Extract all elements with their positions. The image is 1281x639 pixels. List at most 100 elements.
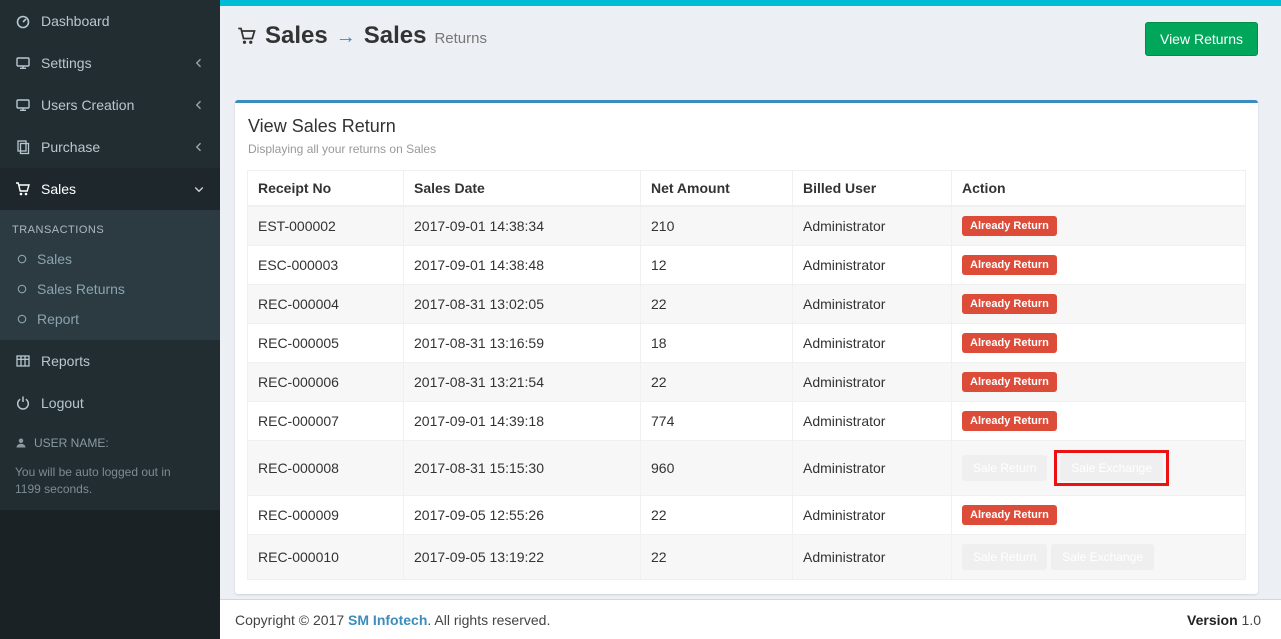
date-cell: 2017-08-31 13:02:05 [403,284,641,324]
user-name-label: USER NAME: [34,436,109,450]
panel-title: View Sales Return [248,116,396,136]
table-header-row: Receipt No Sales Date Net Amount Billed … [247,170,1246,207]
action-cell: Already Return [951,323,1246,363]
sidebar-item-purchase[interactable]: Purchase [0,126,220,168]
submenu-item-sales[interactable]: Sales [0,244,220,274]
table-icon [15,353,31,369]
breadcrumb-page: Sales [363,22,427,49]
submenu-item-sales-returns[interactable]: Sales Returns [0,274,220,304]
user-cell: Administrator [792,323,952,363]
auto-logout-notice: You will be auto logged out in 1199 seco… [15,465,171,496]
sale-return-button[interactable]: Sale Return [962,544,1048,570]
sidebar-item-label: Settings [41,55,92,71]
amount-cell: 12 [640,245,793,285]
receipt-cell: REC-000004 [247,284,404,324]
table-row: REC-000006 2017-08-31 13:21:54 22 Admini… [247,362,1246,402]
power-icon [15,395,31,411]
sidebar-item-label: Users Creation [41,97,135,113]
already-return-badge: Already Return [962,411,1057,431]
receipt-cell: REC-000006 [247,362,404,402]
chevron-left-icon [193,141,205,153]
sidebar-item-label: Dashboard [41,13,110,29]
sales-returns-table: Receipt No Sales Date Net Amount Billed … [247,170,1246,580]
main-area: Sales → Sales Returns View Returns View … [220,0,1281,639]
user-cell: Administrator [792,401,952,441]
table-row: REC-000004 2017-08-31 13:02:05 22 Admini… [247,284,1246,324]
already-return-badge: Already Return [962,372,1057,392]
sale-exchange-button[interactable]: Sale Exchange [1051,544,1154,570]
receipt-cell: EST-000002 [247,205,404,246]
date-cell: 2017-08-31 13:16:59 [403,323,641,363]
chevron-left-icon [193,57,205,69]
version-value: 1.0 [1241,611,1261,628]
user-cell: Administrator [792,440,952,496]
already-return-badge: Already Return [962,255,1057,275]
action-cell: Sale Return Sale Exchange [951,534,1246,580]
action-cell: Already Return [951,362,1246,402]
action-cell: Already Return [951,284,1246,324]
column-header-sales-date: Sales Date [403,170,641,207]
cart-icon [15,181,31,197]
receipt-cell: REC-000007 [247,401,404,441]
content-area: Sales → Sales Returns View Returns View … [220,6,1281,599]
sidebar-item-users-creation[interactable]: Users Creation [0,84,220,126]
amount-cell: 18 [640,323,793,363]
column-header-net-amount: Net Amount [640,170,793,207]
table-row: REC-000005 2017-08-31 13:16:59 18 Admini… [247,323,1246,363]
receipt-cell: ESC-000003 [247,245,404,285]
amount-cell: 22 [640,362,793,402]
amount-cell: 210 [640,205,793,246]
date-cell: 2017-09-01 14:38:48 [403,245,641,285]
breadcrumb-arrow-icon: → [335,26,356,48]
panel-body: Receipt No Sales Date Net Amount Billed … [235,162,1258,594]
user-cell: Administrator [792,284,952,324]
table-row: ESC-000003 2017-09-01 14:38:48 12 Admini… [247,245,1246,285]
table-row: EST-000002 2017-09-01 14:38:34 210 Admin… [247,205,1246,246]
submenu-item-label: Sales Returns [37,281,125,297]
date-cell: 2017-08-31 15:15:30 [403,440,641,496]
receipt-cell: REC-000009 [247,495,404,535]
submenu-item-report[interactable]: Report [0,304,220,334]
sale-return-button[interactable]: Sale Return [962,455,1048,481]
column-header-receipt-no: Receipt No [247,170,404,207]
breadcrumb-module: Sales [265,22,328,49]
page-title: Sales → Sales Returns [237,22,487,50]
date-cell: 2017-09-05 12:55:26 [403,495,641,535]
page-footer: Copyright © 2017 SM Infotech. All rights… [220,599,1281,639]
date-cell: 2017-09-01 14:39:18 [403,401,641,441]
version-label: Version [1187,611,1238,628]
top-accent-bar [220,0,1281,6]
copyright-prefix: Copyright © 2017 [235,611,349,628]
sidebar: Dashboard Settings Users Creation [0,0,220,639]
already-return-badge: Already Return [962,505,1057,525]
transactions-section-label: TRANSACTIONS [12,224,105,236]
action-cell: Already Return [951,495,1246,535]
sales-submenu: TRANSACTIONS Sales Sales Returns Report [0,210,220,340]
dashboard-icon [15,13,31,29]
copy-icon [15,139,31,155]
user-cell: Administrator [792,495,952,535]
chevron-left-icon [193,99,205,111]
column-header-action: Action [951,170,1246,207]
sidebar-item-settings[interactable]: Settings [0,42,220,84]
sidebar-item-dashboard[interactable]: Dashboard [0,0,220,42]
submenu-item-label: Sales [37,251,73,267]
circle-icon [16,253,28,265]
amount-cell: 960 [640,440,793,496]
user-cell: Administrator [792,205,952,246]
sidebar-item-reports[interactable]: Reports [0,340,220,382]
action-cell: Already Return [951,245,1246,285]
user-info-block: USER NAME: You will be auto logged out i… [0,424,220,510]
sidebar-item-sales[interactable]: Sales [0,168,220,210]
submenu-item-label: Report [37,311,80,327]
view-returns-button[interactable]: View Returns [1144,22,1258,56]
sales-return-panel: View Sales Return Displaying all your re… [235,100,1258,594]
chevron-down-icon [193,183,205,195]
sidebar-item-logout[interactable]: Logout [0,382,220,424]
cart-icon [237,26,257,46]
company-link[interactable]: SM Infotech [348,611,428,628]
sale-exchange-button[interactable]: Sale Exchange [1060,455,1163,481]
user-cell: Administrator [792,362,952,402]
table-row: REC-000010 2017-09-05 13:19:22 22 Admini… [247,534,1246,580]
action-cell: Already Return [951,401,1246,441]
